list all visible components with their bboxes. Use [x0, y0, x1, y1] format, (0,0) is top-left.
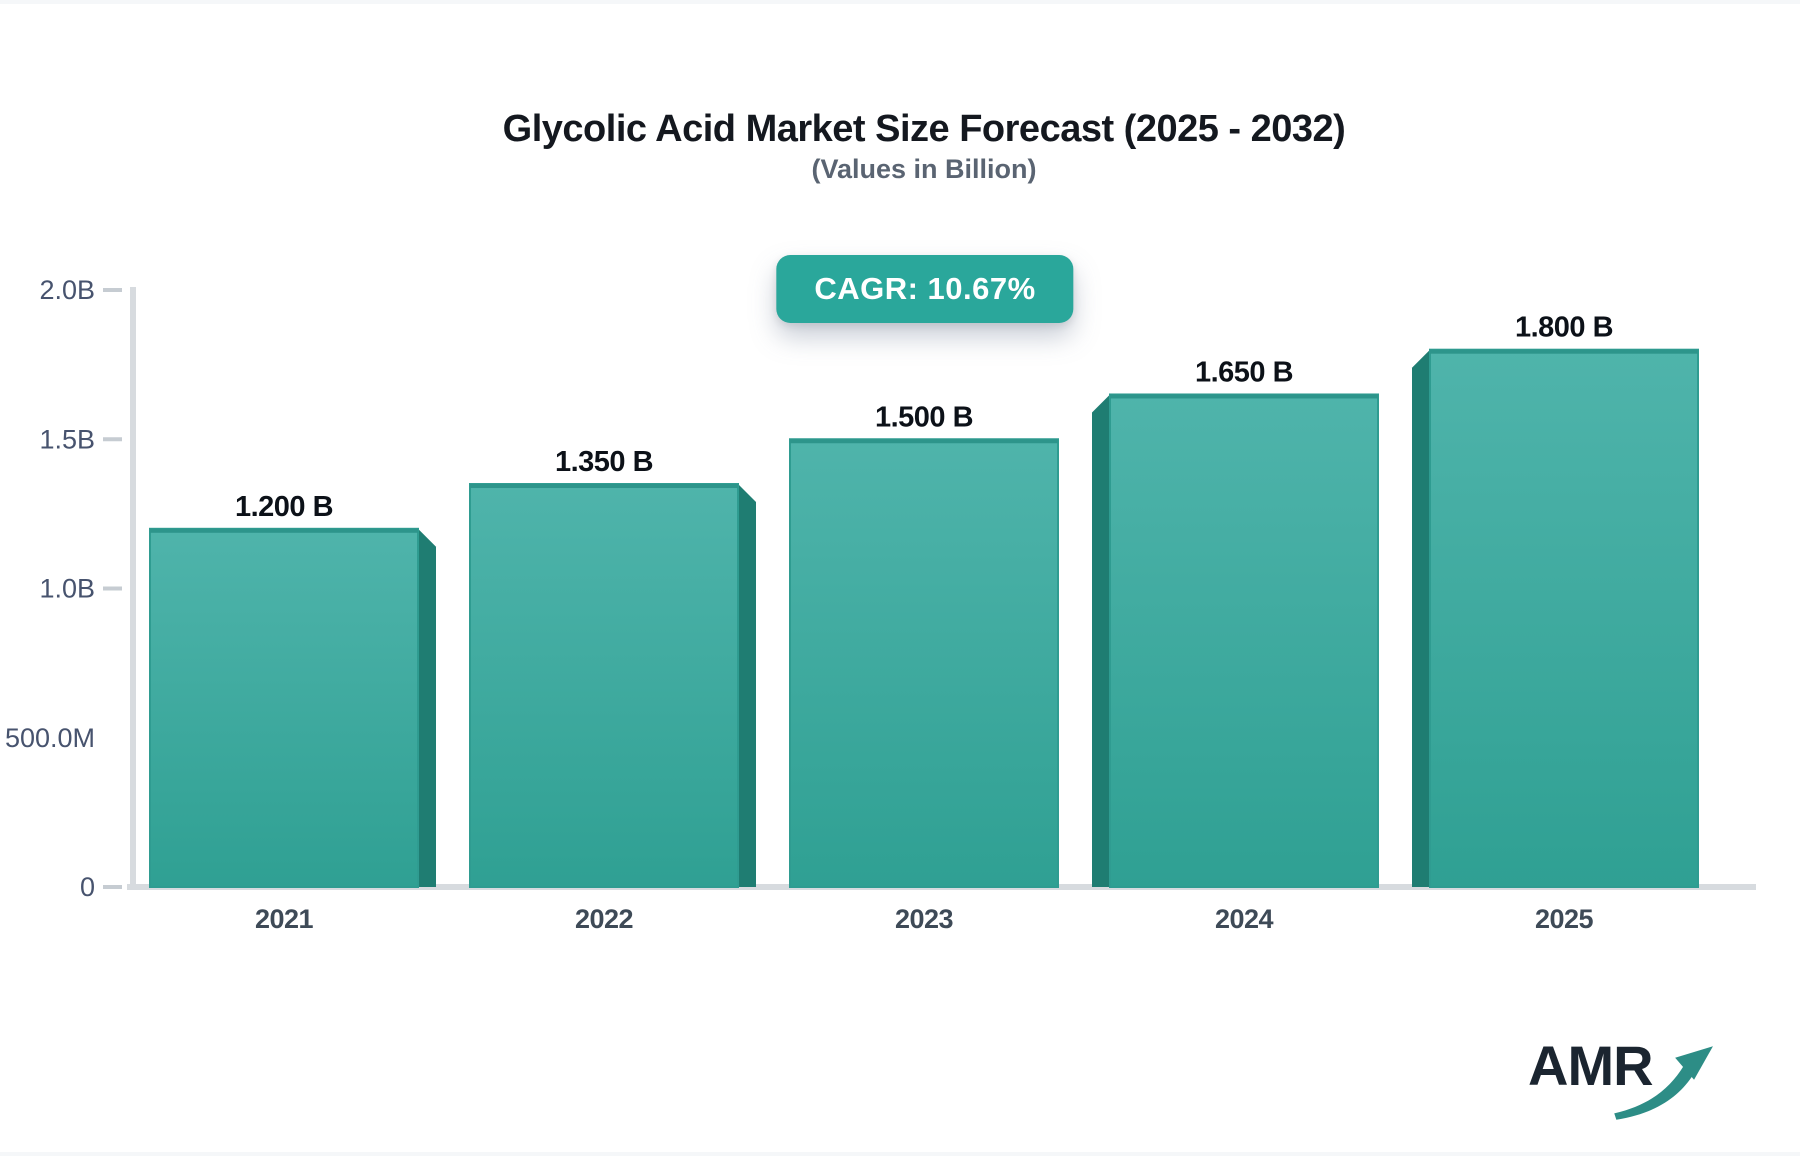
bar-top-edge: [1430, 349, 1698, 354]
bar-value-label: 1.500 B: [875, 401, 973, 433]
bar-side-face: [738, 484, 756, 887]
y-axis-label: 1.5B: [39, 424, 95, 454]
bar-2021: [149, 527, 419, 888]
bar-top-edge: [470, 484, 738, 489]
bar-value-label: 1.200 B: [235, 491, 333, 523]
bar-value-label: 1.350 B: [555, 446, 653, 478]
y-axis-label: 0: [80, 872, 95, 902]
x-axis-label: 2021: [255, 904, 314, 934]
bar-side-face: [1092, 394, 1110, 887]
bar-side-face: [418, 528, 436, 887]
x-axis-label: 2025: [1535, 904, 1594, 934]
y-axis-tick: [103, 437, 122, 442]
amr-logo-text: AMR: [1528, 1034, 1654, 1097]
bar-value-label: 1.800 B: [1515, 312, 1613, 344]
bar-2023: [789, 438, 1059, 888]
y-axis-label: 2.0B: [39, 275, 95, 305]
chart-title: Glycolic Acid Market Size Forecast (2025…: [502, 108, 1346, 150]
x-axis-label: 2024: [1215, 904, 1274, 934]
cagr-badge: CAGR: 10.67%: [776, 255, 1074, 323]
x-axis-label: 2022: [575, 904, 633, 934]
y-axis-label: 500.0M: [5, 723, 95, 753]
amr-logo: AMR: [1528, 1036, 1738, 1132]
y-axis-tick: [103, 885, 122, 889]
bar-value-label: 1.650 B: [1195, 356, 1293, 388]
growth-arrow-icon: [1614, 1046, 1713, 1120]
y-axis-tick: [103, 586, 122, 591]
bar-side-face: [1412, 349, 1430, 887]
y-axis-tick: [103, 288, 122, 292]
page-top-edge: [0, 0, 1800, 4]
bar-2022: [469, 483, 739, 888]
x-axis-label: 2023: [895, 904, 954, 934]
chart-subtitle: (Values in Billion): [811, 154, 1037, 184]
y-axis-line: [130, 287, 136, 890]
bar-2025: [1429, 348, 1699, 888]
bar-top-edge: [1110, 394, 1378, 399]
bar-top-edge: [150, 528, 418, 533]
page-bottom-edge: [0, 1152, 1800, 1156]
bar-2024: [1109, 393, 1379, 888]
y-axis-label: 1.0B: [39, 574, 95, 604]
bar-top-edge: [790, 439, 1058, 444]
